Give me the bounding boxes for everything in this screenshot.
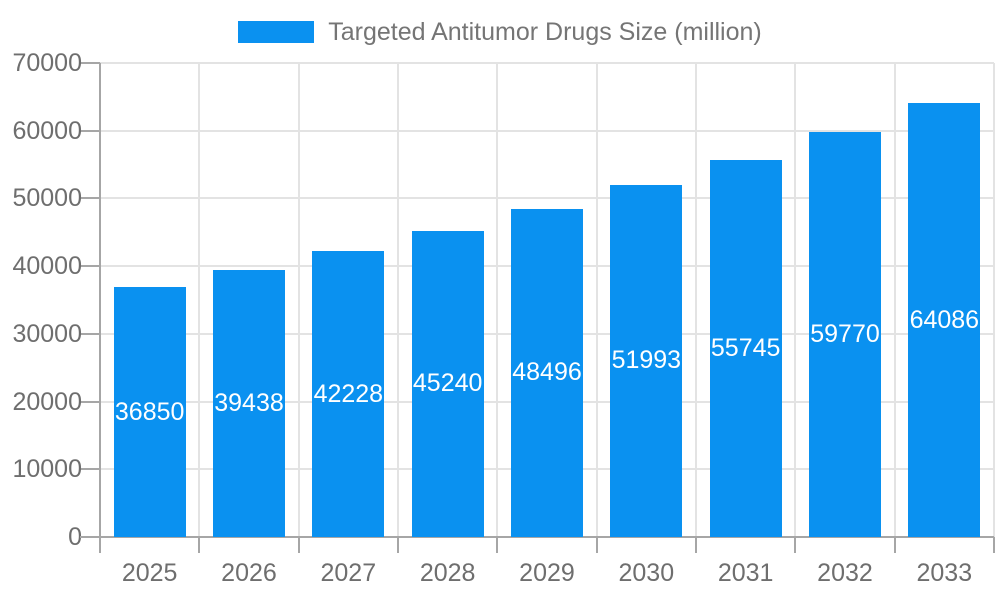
x-axis-tick [595, 537, 598, 553]
y-gridline [100, 197, 994, 200]
bar: 39438 [213, 269, 285, 537]
bar: 48496 [511, 208, 583, 537]
y-gridline [100, 129, 994, 132]
bar-value-label: 42228 [313, 379, 384, 408]
bar-value-label: 55745 [710, 333, 781, 362]
x-gridline [893, 63, 896, 537]
x-gridline [794, 63, 797, 537]
x-axis-tick [198, 537, 201, 553]
x-axis-category-label: 2030 [618, 559, 675, 587]
x-axis-category-label: 2025 [121, 559, 178, 587]
bar-value-label: 59770 [810, 320, 880, 349]
y-axis-tick [80, 265, 100, 268]
x-gridline [397, 63, 399, 537]
x-gridline [496, 63, 499, 537]
x-gridline [198, 63, 201, 537]
legend-label: Targeted Antitumor Drugs Size (million) [328, 18, 762, 46]
x-axis-tick [496, 537, 499, 553]
x-axis-category-label: 2032 [817, 559, 873, 587]
legend[interactable]: Targeted Antitumor Drugs Size (million) [0, 17, 1000, 47]
plot-area: 0 10000 20000 30000 40000 50000 60000 70000 3685… [12, 49, 995, 587]
y-axis-tick-label: 10000 [12, 455, 82, 484]
x-axis-tick [297, 537, 300, 553]
y-axis-tick-label: 60000 [12, 116, 82, 145]
y-axis-tick [80, 400, 100, 403]
x-gridline [993, 63, 995, 537]
x-axis-category-label: 2029 [519, 559, 575, 587]
x-gridline [595, 63, 598, 537]
x-gridline [695, 63, 697, 537]
x-axis-category-label: 2026 [221, 559, 277, 587]
bar-value-label: 64086 [909, 305, 980, 334]
x-axis-category-label: 2031 [717, 559, 774, 587]
bar: 51993 [610, 184, 683, 537]
y-gridline [100, 62, 994, 64]
y-axis-tick [80, 197, 100, 200]
y-axis-tick [80, 62, 100, 64]
y-axis-tick [80, 129, 100, 132]
bar-value-label: 45240 [412, 369, 483, 398]
y-axis-tick [80, 332, 100, 335]
y-axis-tick-label: 50000 [12, 184, 82, 213]
y-axis-tick [80, 468, 100, 471]
bar: 36850 [113, 287, 186, 537]
x-axis-tick [993, 537, 995, 553]
bar: 42228 [312, 251, 385, 537]
bar-value-label: 48496 [512, 358, 582, 387]
x-axis-category-label: 2033 [916, 559, 973, 587]
bar: 59770 [809, 132, 881, 537]
x-gridline [297, 63, 300, 537]
legend-swatch [238, 21, 315, 43]
x-axis-tick [893, 537, 896, 553]
x-axis-tick [99, 537, 101, 553]
y-axis-tick-label: 30000 [12, 319, 82, 348]
x-axis-tick [397, 537, 399, 553]
x-axis-category-label: 2027 [320, 559, 377, 587]
y-axis-tick-label: 70000 [12, 49, 82, 77]
y-axis-tick-label: 20000 [12, 387, 82, 416]
bar: 55745 [709, 159, 782, 537]
x-axis-tick [794, 537, 797, 553]
bar: 45240 [411, 230, 484, 537]
x-axis-category-label: 2028 [419, 559, 476, 587]
y-axis-line [99, 63, 101, 537]
x-axis-line [80, 536, 994, 538]
bar: 64086 [908, 103, 981, 537]
bar-value-label: 36850 [114, 397, 185, 426]
bar-value-label: 39438 [214, 388, 284, 417]
y-axis-tick-label: 40000 [12, 252, 82, 281]
bar-value-label: 51993 [611, 346, 682, 375]
y-axis-tick-label: 0 [68, 523, 82, 551]
x-axis-tick [695, 537, 697, 553]
